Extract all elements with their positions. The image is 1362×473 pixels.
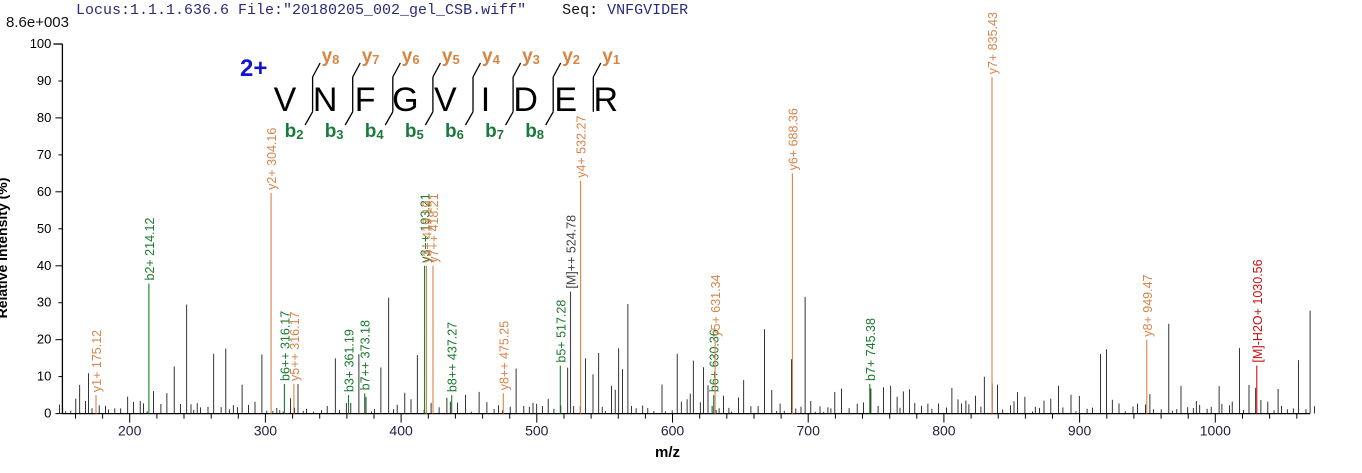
svg-text:y5: y5	[442, 46, 460, 67]
svg-text:[M]-H2O+ 1030.56: [M]-H2O+ 1030.56	[1251, 259, 1265, 362]
svg-text:b7+ 745.38: b7+ 745.38	[864, 318, 878, 381]
svg-text:y5++ 316.17: y5++ 316.17	[288, 311, 302, 381]
svg-text:R: R	[594, 81, 619, 119]
svg-text:y2: y2	[562, 46, 580, 67]
svg-text:y4: y4	[482, 46, 501, 67]
svg-text:b2+ 214.12: b2+ 214.12	[143, 218, 157, 281]
svg-text:y8++ 475.25: y8++ 475.25	[497, 321, 511, 391]
svg-text:b3: b3	[325, 121, 344, 142]
svg-text:400: 400	[389, 423, 413, 439]
svg-text:60: 60	[37, 184, 51, 199]
svg-text:N: N	[313, 81, 338, 119]
svg-text:100: 100	[30, 36, 52, 51]
svg-text:1000: 1000	[1200, 423, 1231, 439]
svg-text:20: 20	[37, 332, 51, 347]
svg-text:b5+ 517.28: b5+ 517.28	[554, 300, 568, 363]
svg-text:y6: y6	[402, 46, 420, 67]
svg-text:600: 600	[661, 423, 685, 439]
svg-text:E: E	[554, 81, 577, 119]
svg-text:b5: b5	[405, 121, 424, 142]
svg-text:90: 90	[37, 73, 51, 88]
svg-text:80: 80	[37, 110, 51, 125]
svg-text:b8++ 437.27: b8++ 437.27	[446, 322, 460, 392]
svg-text:b8: b8	[525, 121, 544, 142]
svg-text:70: 70	[37, 147, 51, 162]
svg-text:V: V	[274, 81, 297, 119]
svg-text:D: D	[513, 81, 538, 119]
svg-text:I: I	[481, 81, 490, 119]
svg-text:y1: y1	[602, 46, 620, 67]
svg-text:10: 10	[37, 369, 51, 384]
svg-text:y5+ 631.34: y5+ 631.34	[709, 274, 723, 336]
svg-text:y3: y3	[522, 46, 540, 67]
svg-text:b6: b6	[445, 121, 464, 142]
svg-text:500: 500	[525, 423, 549, 439]
svg-text:50: 50	[37, 221, 51, 236]
svg-text:y4+ 532.27: y4+ 532.27	[575, 116, 589, 178]
svg-text:[M]++ 524.78: [M]++ 524.78	[565, 215, 579, 289]
svg-text:40: 40	[37, 258, 51, 273]
svg-text:y7+ 835.43: y7+ 835.43	[986, 12, 1000, 74]
svg-text:0: 0	[44, 406, 51, 421]
svg-text:y1+ 175.12: y1+ 175.12	[90, 330, 104, 392]
svg-text:200: 200	[118, 423, 142, 439]
svg-text:b2: b2	[285, 121, 304, 142]
svg-text:900: 900	[1068, 423, 1092, 439]
svg-text:30: 30	[37, 295, 51, 310]
svg-text:b3+ 361.19: b3+ 361.19	[343, 329, 357, 392]
svg-text:F: F	[355, 81, 376, 119]
svg-text:y7++ 418.21: y7++ 418.21	[427, 193, 441, 263]
svg-text:V: V	[434, 81, 457, 119]
svg-text:b7++ 373.18: b7++ 373.18	[359, 320, 373, 390]
svg-text:y8: y8	[322, 46, 340, 67]
svg-text:y8+ 949.47: y8+ 949.47	[1141, 274, 1155, 336]
svg-text:b4: b4	[365, 121, 385, 142]
svg-text:y2+ 304.16: y2+ 304.16	[265, 128, 279, 190]
svg-text:700: 700	[797, 423, 821, 439]
svg-text:y6+ 688.36: y6+ 688.36	[786, 108, 800, 170]
svg-text:y7: y7	[362, 46, 380, 67]
svg-text:2+: 2+	[240, 55, 267, 82]
svg-text:800: 800	[932, 423, 956, 439]
svg-text:300: 300	[254, 423, 278, 439]
svg-text:G: G	[392, 81, 418, 119]
svg-text:b7: b7	[485, 121, 504, 142]
